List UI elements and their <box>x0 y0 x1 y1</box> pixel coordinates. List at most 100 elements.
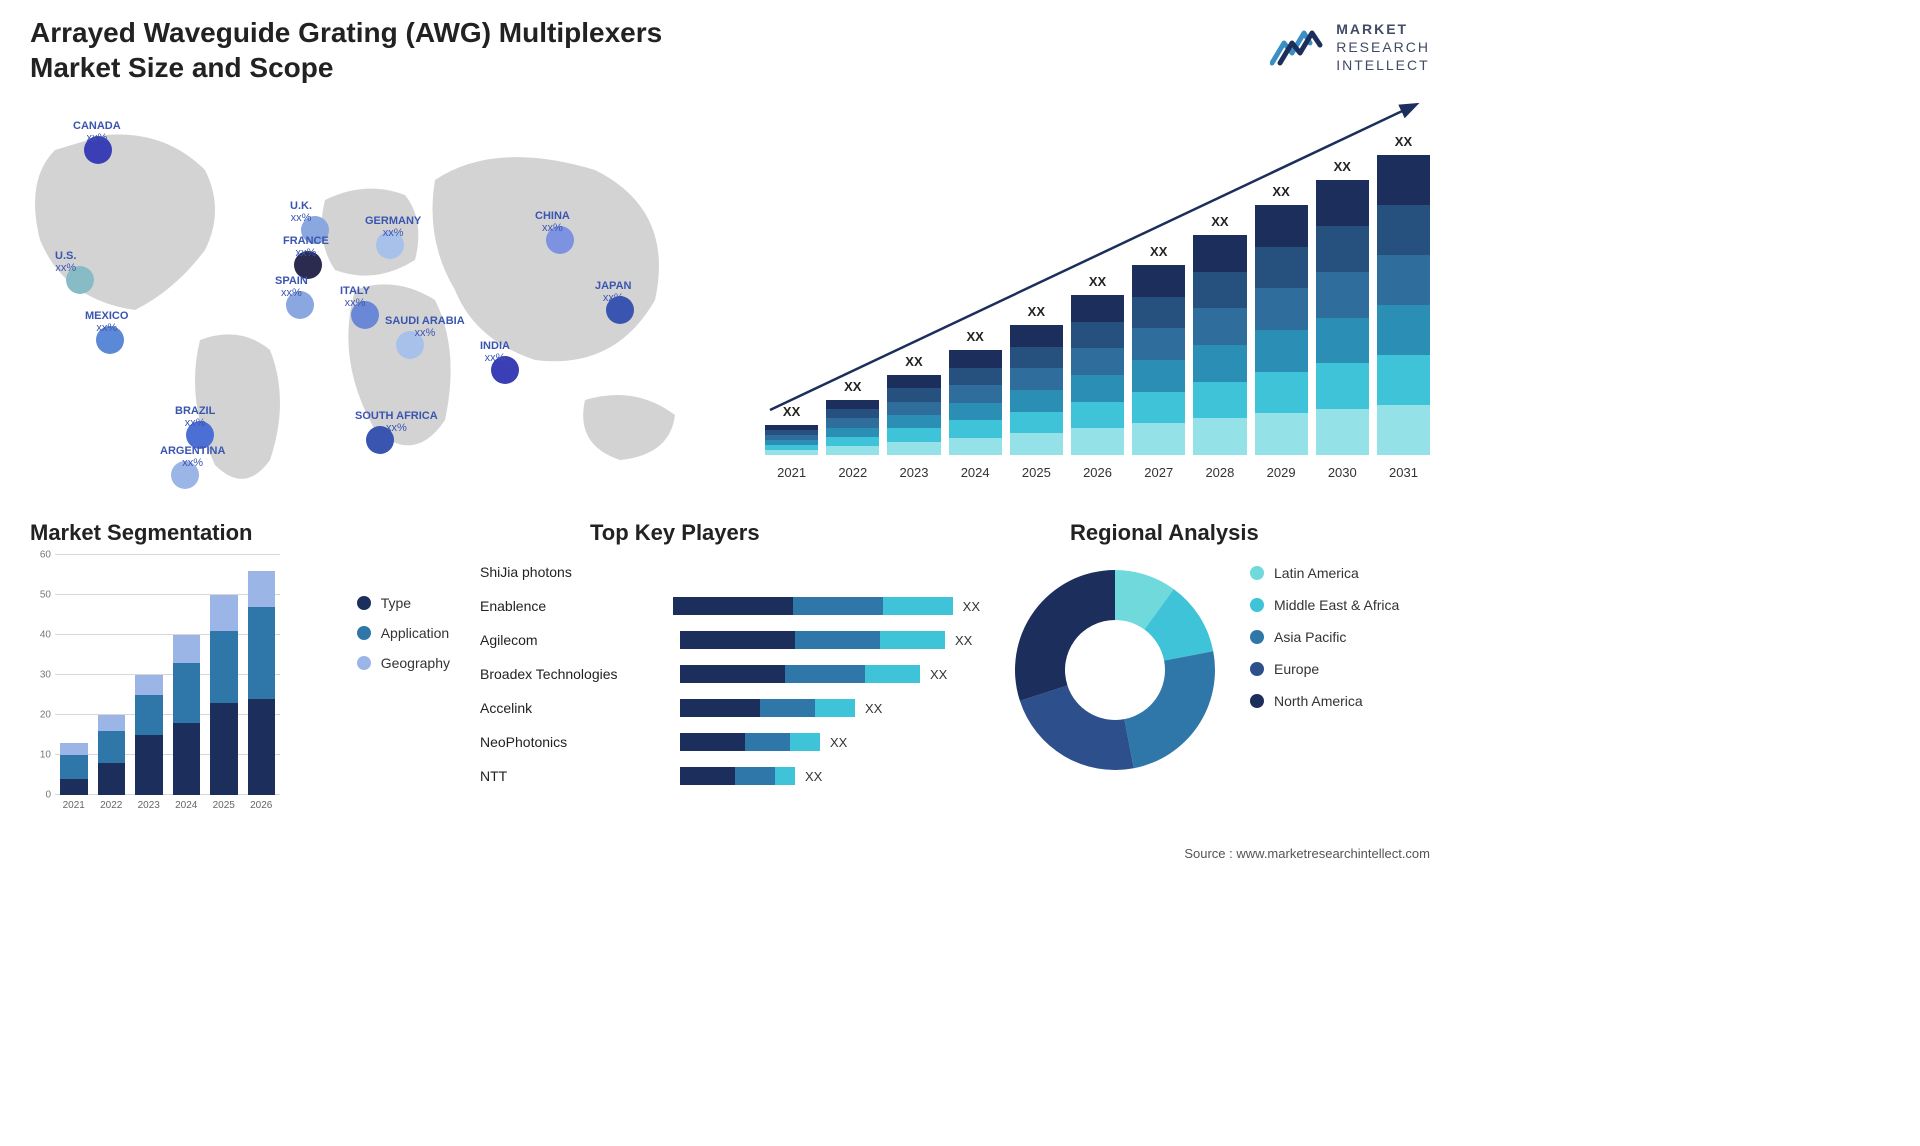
donut-segment <box>1124 651 1215 768</box>
seg-ytick: 40 <box>40 630 51 641</box>
seg-bar <box>248 571 276 795</box>
seg-year-label: 2022 <box>98 800 126 820</box>
keyplayers-heading: Top Key Players <box>590 520 760 546</box>
legend-label: Application <box>381 625 450 641</box>
country-label: FRANCExx% <box>283 235 329 259</box>
growth-bar: XX <box>826 379 879 455</box>
keyplayer-name: ShiJia photons <box>480 564 680 580</box>
world-map-chart: CANADAxx%U.S.xx%MEXICOxx%BRAZILxx%ARGENT… <box>15 100 735 495</box>
country-label: ITALYxx% <box>340 285 370 309</box>
growth-bar: XX <box>1071 274 1124 455</box>
keyplayer-name: NeoPhotonics <box>480 734 680 750</box>
country-label: INDIAxx% <box>480 340 510 364</box>
growth-year-label: 2021 <box>765 465 818 480</box>
keyplayer-value: XX <box>865 701 882 716</box>
page-title: Arrayed Waveguide Grating (AWG) Multiple… <box>30 15 730 85</box>
logo-mark-icon <box>1270 27 1326 67</box>
keyplayer-name: Agilecom <box>480 632 680 648</box>
logo-text: MARKET RESEARCH INTELLECT <box>1336 20 1430 75</box>
legend-label: Latin America <box>1274 565 1359 581</box>
country-label: GERMANYxx% <box>365 215 421 239</box>
growth-bar-label: XX <box>1211 214 1228 229</box>
legend-label: Middle East & Africa <box>1274 597 1399 613</box>
growth-year-label: 2031 <box>1377 465 1430 480</box>
keyplayer-bar <box>680 699 855 717</box>
keyplayer-bar <box>673 597 953 615</box>
seg-legend-item: Geography <box>357 655 450 671</box>
country-label: SAUDI ARABIAxx% <box>385 315 465 339</box>
seg-year-label: 2026 <box>248 800 276 820</box>
growth-bar-label: XX <box>1089 274 1106 289</box>
seg-ytick: 0 <box>45 790 51 801</box>
keyplayers-chart: ShiJia photonsEnablenceXXAgilecomXXBroad… <box>480 555 980 825</box>
regional-legend-item: Asia Pacific <box>1250 629 1399 645</box>
keyplayer-bar <box>680 665 920 683</box>
seg-bar <box>210 595 238 795</box>
growth-bar-label: XX <box>783 404 800 419</box>
growth-bar: XX <box>1377 134 1430 455</box>
country-label: U.K.xx% <box>290 200 312 224</box>
keyplayer-value: XX <box>830 735 847 750</box>
regional-legend-item: Europe <box>1250 661 1399 677</box>
donut-segment <box>1020 685 1134 770</box>
legend-dot-icon <box>357 596 371 610</box>
keyplayer-value: XX <box>930 667 947 682</box>
growth-bar-label: XX <box>1150 244 1167 259</box>
legend-label: Type <box>381 595 411 611</box>
keyplayer-bar <box>680 631 945 649</box>
growth-bar-label: XX <box>1395 134 1412 149</box>
regional-heading: Regional Analysis <box>1070 520 1259 546</box>
seg-ytick: 30 <box>40 670 51 681</box>
keyplayer-row: NTTXX <box>480 759 980 793</box>
keyplayer-value: XX <box>955 633 972 648</box>
keyplayer-row: ShiJia photons <box>480 555 980 589</box>
seg-bar <box>60 743 88 795</box>
seg-bar <box>135 675 163 795</box>
keyplayer-name: Broadex Technologies <box>480 666 680 682</box>
growth-bar: XX <box>1193 214 1246 455</box>
legend-dot-icon <box>1250 566 1264 580</box>
keyplayer-name: Accelink <box>480 700 680 716</box>
seg-bar <box>98 715 126 795</box>
seg-year-label: 2021 <box>60 800 88 820</box>
growth-bar: XX <box>1132 244 1185 455</box>
keyplayer-row: NeoPhotonics XX <box>480 725 980 759</box>
legend-dot-icon <box>1250 598 1264 612</box>
country-label: SPAINxx% <box>275 275 308 299</box>
legend-dot-icon <box>357 626 371 640</box>
country-label: U.S.xx% <box>55 250 76 274</box>
country-label: JAPANxx% <box>595 280 631 304</box>
growth-bar: XX <box>765 404 818 455</box>
legend-label: Geography <box>381 655 450 671</box>
keyplayer-row: Accelink XX <box>480 691 980 725</box>
country-label: CANADAxx% <box>73 120 121 144</box>
legend-label: Asia Pacific <box>1274 629 1346 645</box>
growth-bar-label: XX <box>1028 304 1045 319</box>
growth-year-label: 2027 <box>1132 465 1185 480</box>
legend-label: Europe <box>1274 661 1319 677</box>
keyplayer-name: Enablence <box>480 598 673 614</box>
country-label: MEXICOxx% <box>85 310 128 334</box>
seg-year-label: 2023 <box>135 800 163 820</box>
donut-chart <box>1010 565 1220 775</box>
country-label: CHINAxx% <box>535 210 570 234</box>
source-attribution: Source : www.marketresearchintellect.com <box>1184 846 1430 861</box>
keyplayer-row: Agilecom XX <box>480 623 980 657</box>
seg-legend-item: Type <box>357 595 450 611</box>
brand-logo: MARKET RESEARCH INTELLECT <box>1270 20 1430 75</box>
segmentation-chart: 0102030405060 202120222023202420252026 T… <box>30 555 450 820</box>
keyplayer-row: Broadex Technologies XX <box>480 657 980 691</box>
seg-ytick: 60 <box>40 550 51 561</box>
seg-ytick: 10 <box>40 750 51 761</box>
growth-bar-label: XX <box>844 379 861 394</box>
growth-year-label: 2023 <box>887 465 940 480</box>
donut-segment <box>1015 570 1115 701</box>
growth-year-label: 2024 <box>949 465 1002 480</box>
growth-year-label: 2029 <box>1255 465 1308 480</box>
growth-bar-label: XX <box>966 329 983 344</box>
seg-ytick: 20 <box>40 710 51 721</box>
growth-bar-label: XX <box>1334 159 1351 174</box>
keyplayer-bar <box>680 767 795 785</box>
growth-bar: XX <box>887 354 940 455</box>
legend-dot-icon <box>1250 630 1264 644</box>
